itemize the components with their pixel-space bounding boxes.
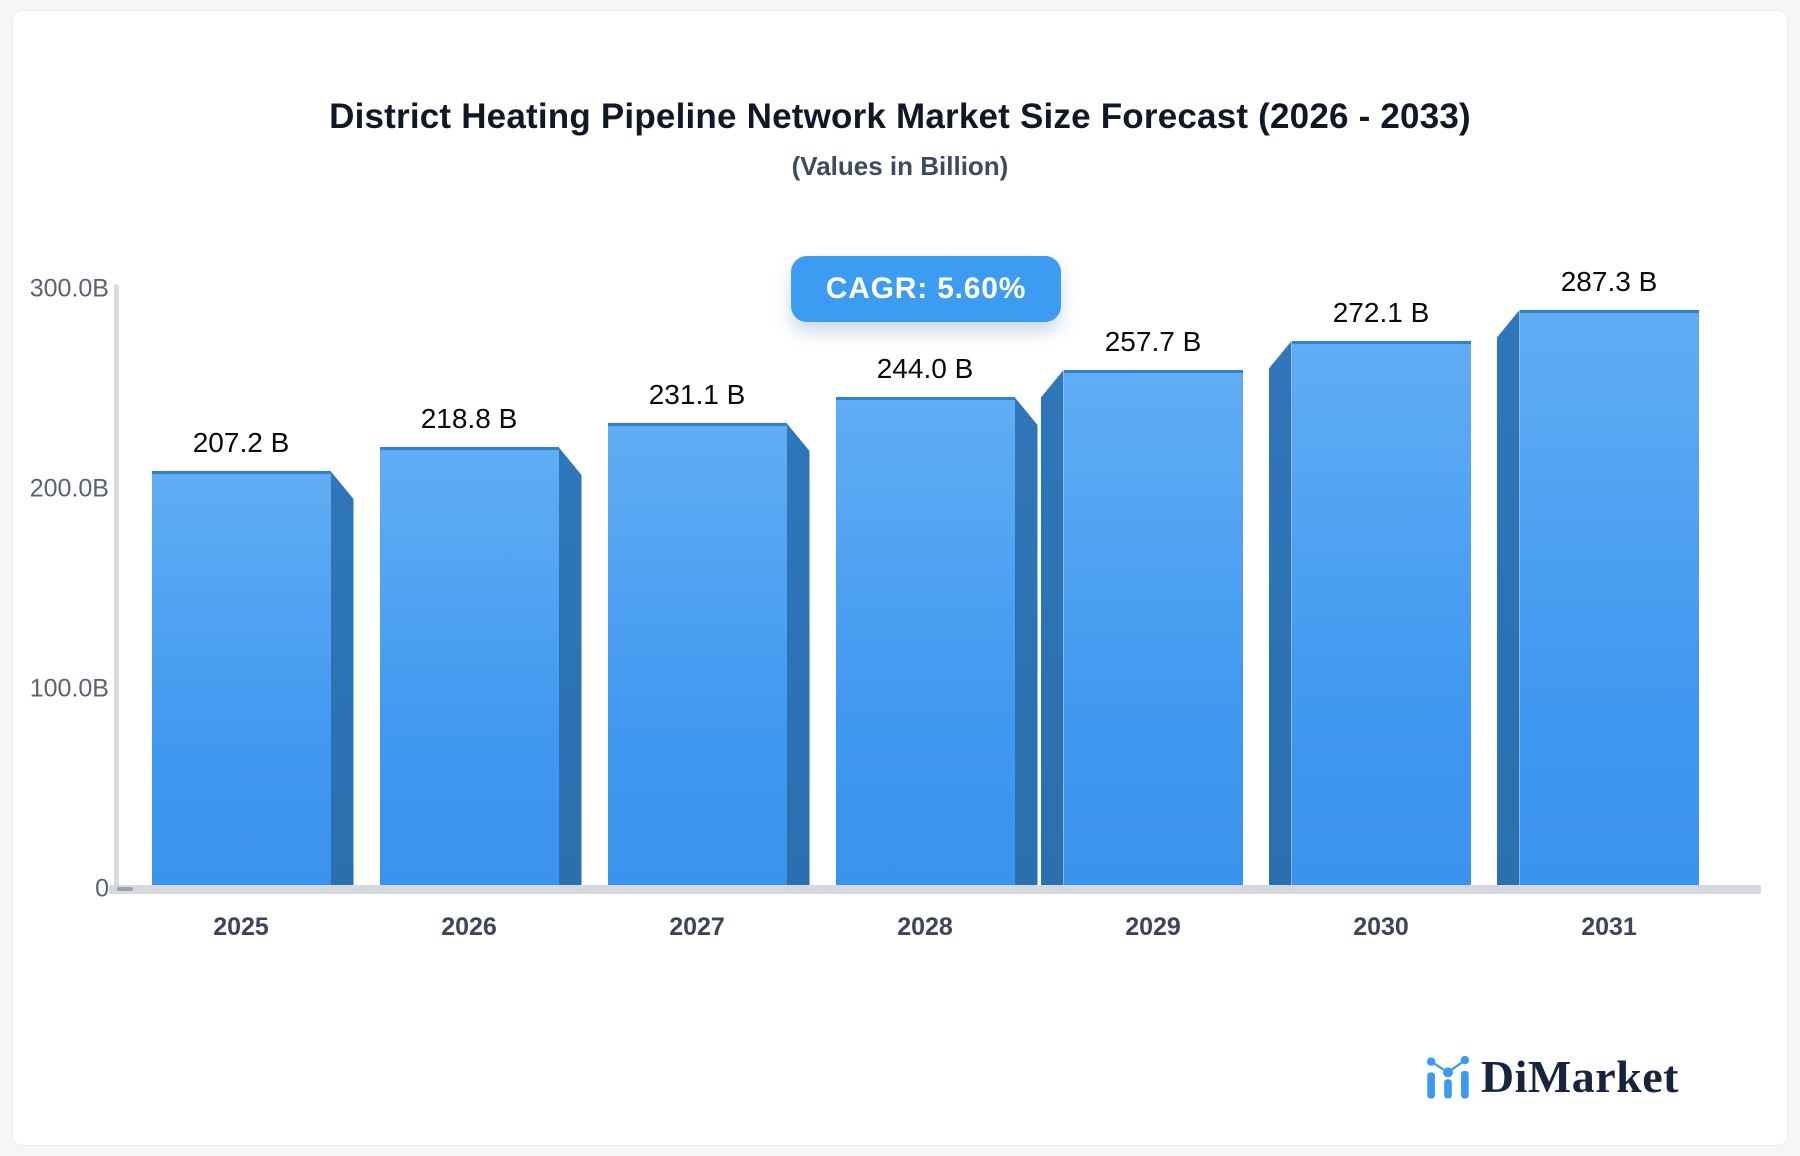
bar-side-2026 <box>558 447 582 885</box>
x-axis-label-2031: 2031 <box>1581 913 1637 941</box>
value-label-2030: 272.1 B <box>1332 297 1430 328</box>
chart-card: District Heating Pipeline Network Market… <box>12 10 1788 1146</box>
x-axis-label-2030: 2030 <box>1353 913 1409 941</box>
brand-name: DiMarket <box>1480 1051 1679 1102</box>
x-axis-label-2025: 2025 <box>213 913 269 941</box>
chart-subtitle: (Values in Billion) <box>791 151 1009 181</box>
bar-line-chart-icon <box>1426 1055 1469 1098</box>
cagr-badge: CAGR: 5.60% <box>791 256 1061 322</box>
bar-side-2028 <box>1014 397 1038 885</box>
x-axis-label-2026: 2026 <box>441 913 497 941</box>
value-label-2027: 231.1 B <box>648 379 746 410</box>
y-axis-line <box>114 284 119 894</box>
y-axis-tick-label-200.0B: 200.0B <box>29 474 109 503</box>
bar-2027[interactable] <box>607 423 787 885</box>
bar-2031[interactable] <box>1519 310 1699 885</box>
y-axis-tick-label-300.0B: 300.0B <box>29 274 109 303</box>
bar-side-2030 <box>1268 341 1292 885</box>
chart-title: District Heating Pipeline Network Market… <box>329 97 1471 136</box>
bar-side-2027 <box>786 423 810 885</box>
x-axis-label-2027: 2027 <box>669 913 725 941</box>
value-label-2031: 287.3 B <box>1560 266 1658 297</box>
value-label-2029: 257.7 B <box>1104 326 1202 357</box>
brand-logo: DiMarket <box>1425 1050 1679 1103</box>
cagr-badge-label: CAGR: 5.60% <box>825 272 1027 305</box>
y-axis-tick-label-100.0B: 100.0B <box>29 674 109 703</box>
bar-side-2025 <box>330 471 354 885</box>
bar-2028[interactable] <box>835 397 1015 885</box>
value-label-2025: 207.2 B <box>192 427 290 458</box>
bar-2029[interactable] <box>1063 370 1243 885</box>
bar-2025[interactable] <box>151 471 331 885</box>
x-axis-label-2029: 2029 <box>1125 913 1181 941</box>
bar-2026[interactable] <box>379 447 559 885</box>
y-axis-tick-label-0: 0 <box>95 874 109 903</box>
bar-side-2029 <box>1040 370 1064 885</box>
zero-tick-mark <box>117 887 133 891</box>
x-axis-baseline <box>109 885 1761 894</box>
value-label-2026: 218.8 B <box>420 403 518 434</box>
value-label-2028: 244.0 B <box>876 353 974 384</box>
bar-2030[interactable] <box>1291 341 1471 885</box>
bar-side-2031 <box>1496 310 1520 885</box>
x-axis-label-2028: 2028 <box>897 913 953 941</box>
